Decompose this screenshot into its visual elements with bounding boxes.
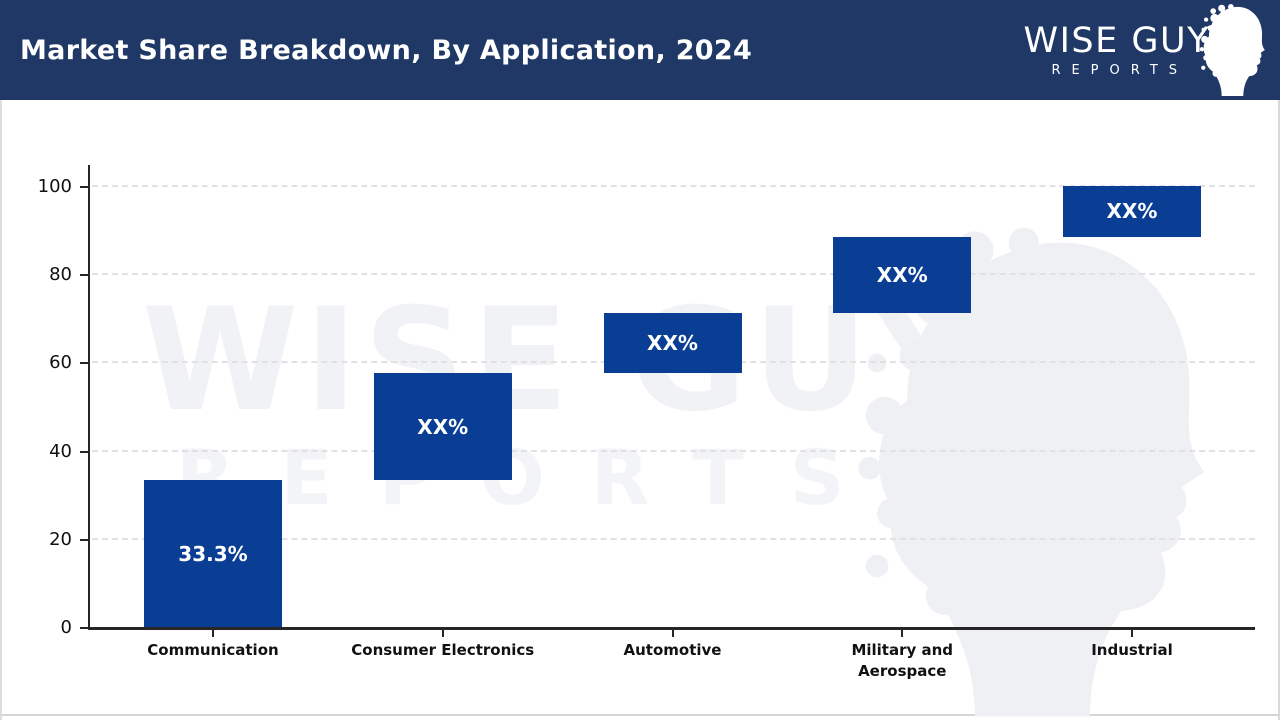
bar-consumer-electronics: XX% <box>373 373 512 481</box>
category-label-industrial: Industrial <box>1091 641 1173 659</box>
bar-value-label-consumer-electronics: XX% <box>417 414 469 439</box>
y-tick-label-60: 60 <box>49 352 72 374</box>
category-label-consumer-electronics: Consumer Electronics <box>351 641 535 659</box>
bar-value-label-industrial: XX% <box>1106 199 1158 224</box>
y-tick-label-40: 40 <box>49 440 72 462</box>
bar-automotive: XX% <box>603 312 742 374</box>
x-tick-military-and-aerospace <box>901 630 904 637</box>
x-tick-communication <box>212 630 214 637</box>
page-title: Market Share Breakdown, By Application, … <box>20 34 753 66</box>
category-label-military-and-aerospace: Military and Aerospace <box>851 641 954 680</box>
header-bar: Market Share Breakdown, By Application, … <box>0 0 1280 100</box>
y-tick-80 <box>80 274 88 277</box>
y-tick-label-80: 80 <box>49 264 72 286</box>
gridline-80 <box>92 273 1255 276</box>
bar-communication: 33.3% <box>144 480 282 627</box>
x-tick-automotive <box>671 630 674 637</box>
y-axis-line <box>88 165 90 630</box>
x-tick-industrial <box>1131 630 1133 637</box>
logo-primary-text: WISE GUY <box>1023 20 1210 61</box>
category-label-communication: Communication <box>147 641 279 659</box>
y-tick-100 <box>80 186 88 188</box>
category-label-automotive: Automotive <box>623 641 722 659</box>
y-tick-60 <box>80 362 88 365</box>
y-tick-label-20: 20 <box>49 528 72 550</box>
wise-guy-logo: WISE GUY REPORTS <box>1023 4 1270 96</box>
x-axis-line <box>88 627 1255 630</box>
logo-wordmark: WISE GUY REPORTS <box>1023 20 1210 78</box>
bottom-border <box>2 714 1278 716</box>
y-tick-20 <box>80 538 88 541</box>
bar-value-label-communication: 33.3% <box>178 541 248 566</box>
gridline-100 <box>92 185 1255 187</box>
y-tick-0 <box>80 627 88 629</box>
bar-industrial: XX% <box>1063 186 1201 237</box>
logo-secondary-text: REPORTS <box>1051 62 1189 78</box>
x-tick-consumer-electronics <box>441 630 444 637</box>
gridline-40 <box>92 449 1255 452</box>
chart-canvas: WISE GUY REPORTS 0 20 40 60 80 100 33.3% Commun… <box>0 100 1280 720</box>
y-tick-label-100: 100 <box>37 176 72 197</box>
y-tick-40 <box>80 450 88 453</box>
bar-value-label-automotive: XX% <box>647 330 698 355</box>
bar-value-label-military-and-aerospace: XX% <box>876 262 928 287</box>
y-tick-label-0: 0 <box>60 617 72 638</box>
logo-face-icon <box>1199 4 1265 96</box>
bar-military-and-aerospace: XX% <box>833 236 972 313</box>
gridline-20 <box>92 537 1255 540</box>
